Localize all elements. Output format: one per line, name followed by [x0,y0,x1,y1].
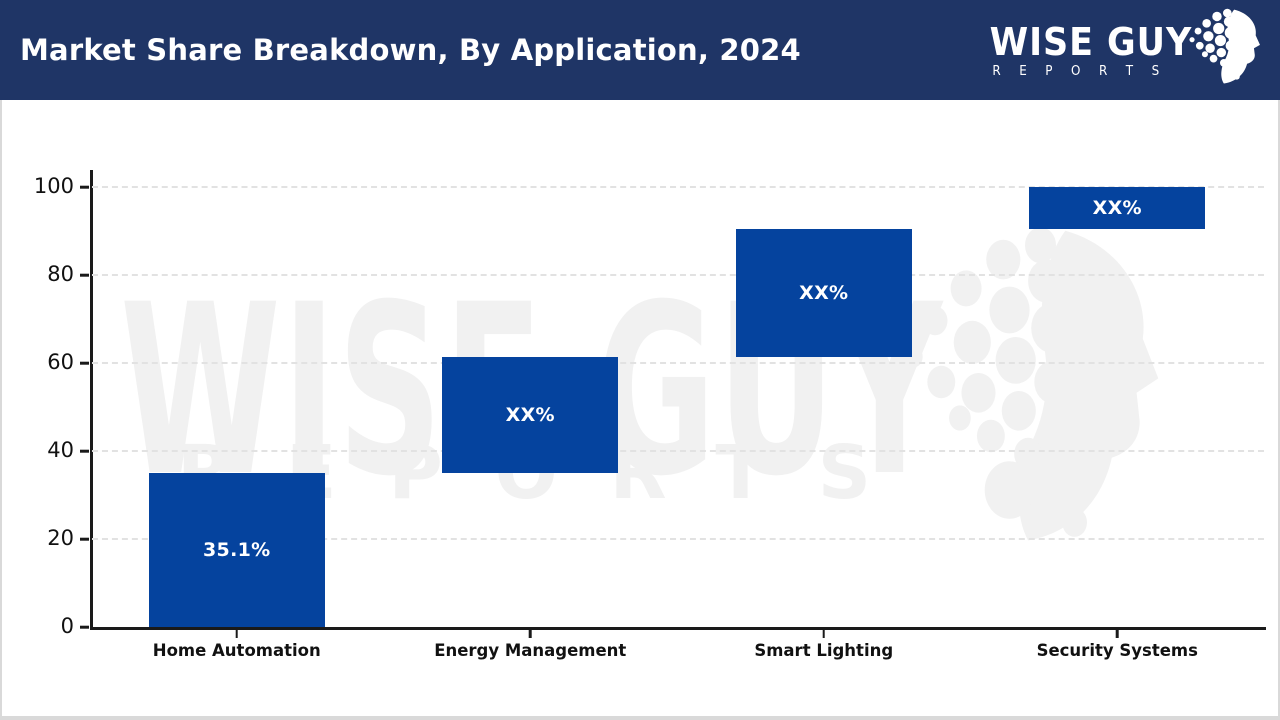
bar-value-label-security-systems: XX% [1092,196,1142,219]
x-category-label-smart-lighting: Smart Lighting [754,641,894,660]
brand-name: WISE GUY [989,19,1192,64]
y-tick-mark-40 [80,449,89,453]
gridline-40 [92,450,1264,452]
y-tick-label-100: 100 [33,174,74,199]
x-category-label-energy-management: Energy Management [434,641,627,660]
bar-value-label-energy-management: XX% [505,403,555,426]
x-tick-mark-home-automation [235,630,239,638]
x-category-label-security-systems: Security Systems [1036,641,1198,660]
dot-head-logo-icon [1189,8,1260,84]
bar-value-label-home-automation: 35.1% [203,538,271,561]
brand-logo-text: WISE GUY R E P O R T S [989,22,1192,79]
y-tick-label-0: 0 [60,614,74,639]
x-tick-mark-energy-management [528,630,532,638]
gridline-100 [92,186,1264,188]
plot-area: 0 20 40 60 80 100 35.1% Home Automation XX% Energ… [34,174,1264,660]
bar-home-automation: 35.1% [148,472,325,627]
gridline-60 [92,362,1264,364]
y-tick-mark-80 [80,273,89,277]
bar-value-label-smart-lighting: XX% [799,282,849,305]
x-tick-mark-smart-lighting [822,630,826,638]
y-axis-line [90,170,93,630]
y-tick-mark-0 [80,625,89,629]
y-tick-label-60: 60 [47,350,74,375]
x-axis-line [90,627,1266,630]
bar-security-systems: XX% [1029,187,1206,229]
brand-logo: WISE GUY R E P O R T S [972,7,1266,93]
bar-energy-management: XX% [442,357,619,473]
gridline-80 [92,274,1264,276]
gridline-20 [92,538,1264,540]
y-tick-mark-100 [80,185,89,189]
header-bar: Market Share Breakdown, By Application, … [0,0,1280,100]
y-tick-mark-20 [80,537,89,541]
x-tick-mark-security-systems [1115,630,1119,638]
y-tick-label-40: 40 [47,438,74,463]
bar-smart-lighting: XX% [735,228,912,358]
y-tick-mark-60 [80,361,89,365]
plot-wrap: 0 20 40 60 80 100 35.1% Home Automation XX% Energ… [2,100,1278,716]
x-category-label-home-automation: Home Automation [152,641,321,660]
brand-subtitle: R E P O R T S [992,63,1167,79]
chart-canvas: WISE GUY REPORTS 0 20 40 60 80 1 [0,100,1280,720]
page-title: Market Share Breakdown, By Application, … [20,33,801,67]
y-tick-label-20: 20 [47,526,74,551]
y-tick-label-80: 80 [47,262,74,287]
